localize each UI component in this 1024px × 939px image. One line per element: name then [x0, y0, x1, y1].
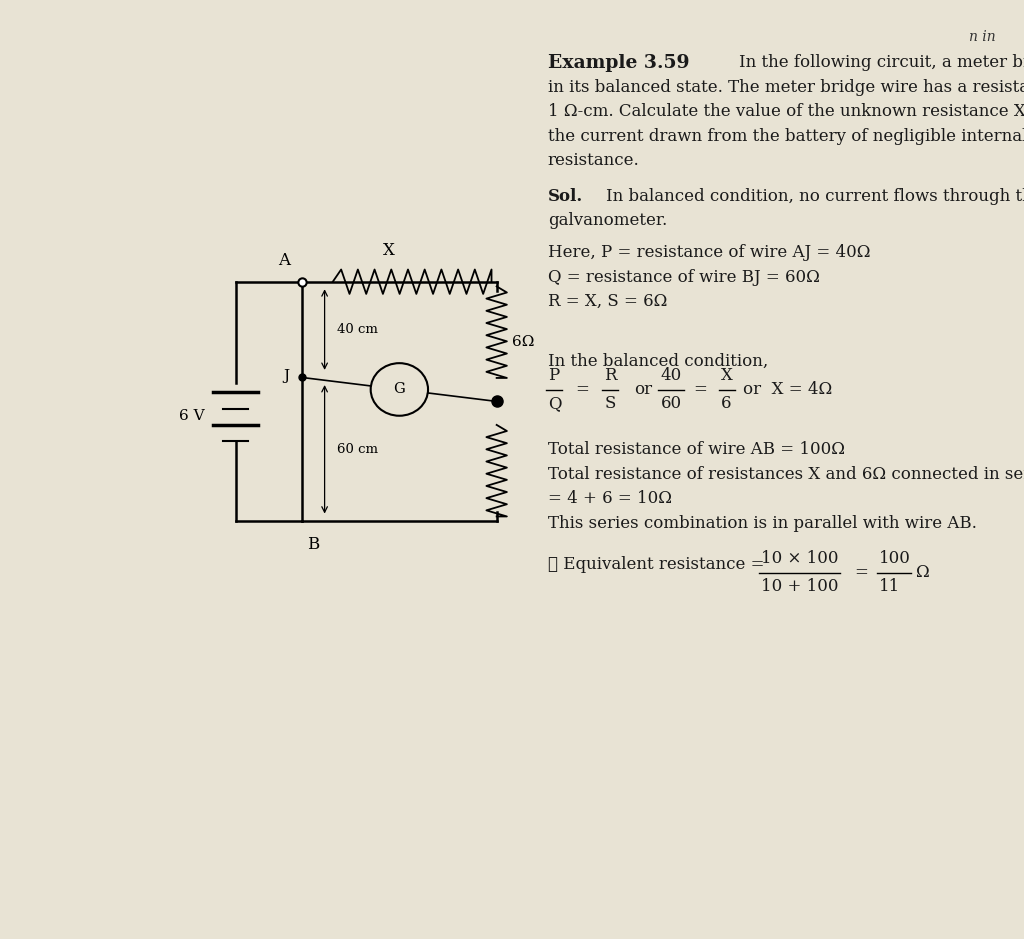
Text: =: = — [854, 564, 868, 581]
Text: In balanced condition, no current flows through the: In balanced condition, no current flows … — [606, 188, 1024, 205]
Text: =: = — [693, 381, 708, 398]
Text: 100: 100 — [879, 550, 910, 567]
Text: P: P — [548, 367, 559, 384]
Text: in its balanced state. The meter bridge wire has a resistance of: in its balanced state. The meter bridge … — [548, 79, 1024, 96]
Text: 6 V: 6 V — [179, 408, 205, 423]
Text: = 4 + 6 = 10Ω: = 4 + 6 = 10Ω — [548, 490, 672, 507]
Text: 6: 6 — [721, 395, 731, 412]
Text: Here, P = resistance of wire AJ = 40Ω: Here, P = resistance of wire AJ = 40Ω — [548, 244, 870, 261]
Text: This series combination is in parallel with wire AB.: This series combination is in parallel w… — [548, 515, 977, 531]
Text: 40: 40 — [660, 367, 682, 384]
Text: galvanometer.: galvanometer. — [548, 212, 667, 229]
Text: 10 + 100: 10 + 100 — [761, 578, 839, 595]
Text: Total resistance of resistances X and 6Ω connected in series: Total resistance of resistances X and 6Ω… — [548, 466, 1024, 483]
Text: Example 3.59: Example 3.59 — [548, 54, 689, 72]
Text: n in: n in — [969, 30, 995, 44]
Text: 6Ω: 6Ω — [512, 334, 535, 348]
Text: J: J — [284, 369, 290, 382]
Text: =: = — [575, 381, 590, 398]
Text: X: X — [383, 242, 395, 259]
Text: Total resistance of wire AB = 100Ω: Total resistance of wire AB = 100Ω — [548, 441, 845, 458]
Text: Q = resistance of wire BJ = 60Ω: Q = resistance of wire BJ = 60Ω — [548, 269, 820, 285]
Text: the current drawn from the battery of negligible internal: the current drawn from the battery of ne… — [548, 128, 1024, 145]
Text: A: A — [278, 252, 290, 269]
Text: 60: 60 — [660, 395, 682, 412]
Text: or: or — [634, 381, 652, 398]
Text: Sol.: Sol. — [548, 188, 583, 205]
Text: R: R — [604, 367, 616, 384]
Text: 11: 11 — [879, 578, 900, 595]
Text: resistance.: resistance. — [548, 152, 640, 169]
Text: X: X — [721, 367, 733, 384]
Text: R = X, S = 6Ω: R = X, S = 6Ω — [548, 293, 668, 310]
Text: In the balanced condition,: In the balanced condition, — [548, 353, 768, 370]
Text: B: B — [307, 536, 319, 553]
Text: Ω: Ω — [916, 564, 930, 581]
Text: 1 Ω-cm. Calculate the value of the unknown resistance X and: 1 Ω-cm. Calculate the value of the unkno… — [548, 103, 1024, 120]
Text: In the following circuit, a meter bridge is shown: In the following circuit, a meter bridge… — [739, 54, 1024, 71]
Text: Q: Q — [548, 395, 561, 412]
Text: G: G — [393, 382, 406, 396]
Text: S: S — [604, 395, 615, 412]
Text: 60 cm: 60 cm — [337, 443, 378, 455]
Text: or  X = 4Ω: or X = 4Ω — [743, 381, 833, 398]
Text: ∴ Equivalent resistance =: ∴ Equivalent resistance = — [548, 556, 764, 573]
Text: 40 cm: 40 cm — [337, 323, 378, 336]
Text: 10 × 100: 10 × 100 — [761, 550, 839, 567]
